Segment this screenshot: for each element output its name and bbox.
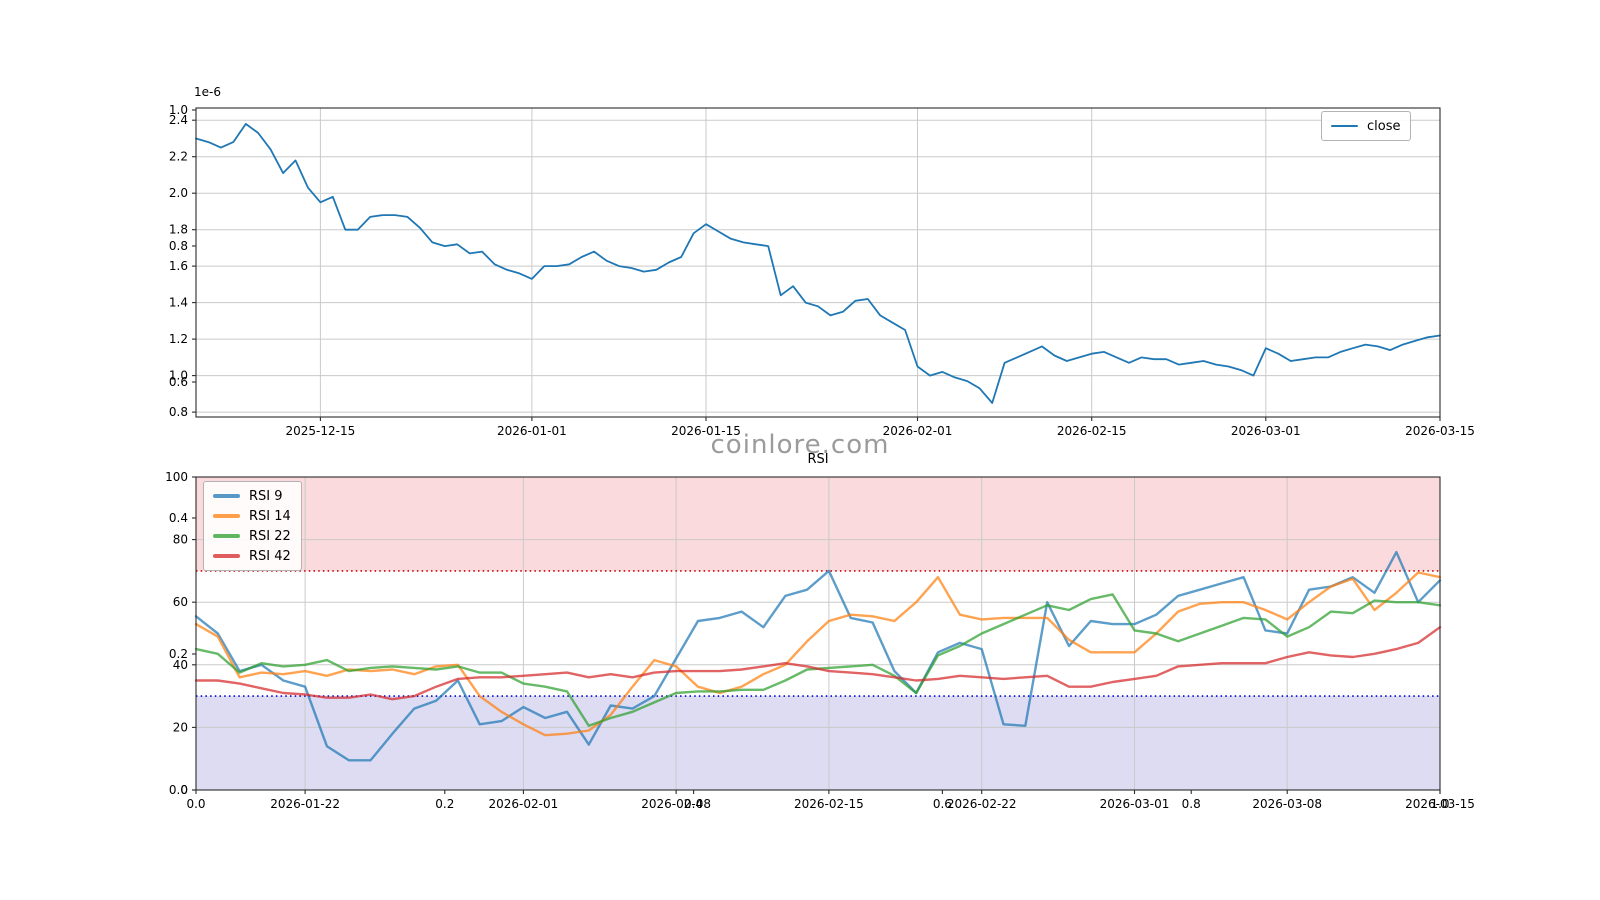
ghost-y-tick-label: 0.8	[169, 239, 188, 253]
ghost-y-tick-label: 0.4	[169, 511, 188, 525]
rsi-x-tick-label: 2026-02-01	[489, 797, 559, 811]
price-frame	[195, 107, 1441, 418]
legend-item: RSI 42	[213, 546, 291, 566]
ghost-axis-labels: 1.0 0.8 0.6 0.4 0.2 0.00.0 0.2 0.4 0.6 0.8 1.0	[169, 103, 1450, 811]
ghost-x-tick-label: 0.2	[435, 797, 454, 811]
rsi-y-tick-label: 80	[173, 533, 188, 547]
price-y-tick-label: 1.0	[169, 369, 188, 383]
overbought-band	[196, 477, 1440, 571]
legend-item: RSI 22	[213, 526, 291, 546]
legend-swatch	[213, 554, 240, 558]
rsi-legend: RSI 9 RSI 14 RSI 22 RSI 42	[203, 481, 302, 571]
legend-item: RSI 14	[213, 506, 291, 526]
rsi-y-tick-label: 20	[173, 720, 188, 734]
rsi-14-line	[194, 571, 1442, 737]
legend-item: close	[1331, 116, 1400, 136]
ghost-x-tick-label: 1.0	[1430, 797, 1449, 811]
rsi-42-line	[194, 626, 1442, 701]
legend-label: RSI 42	[249, 548, 291, 564]
legend-label: RSI 9	[249, 488, 283, 504]
rsi-x-tick-label: 2026-03-01	[1100, 797, 1170, 811]
ghost-y-tick-label: 0.6	[169, 375, 188, 389]
rsi-x-tick-label: 2026-03-08	[1252, 797, 1322, 811]
legend-swatch	[1331, 125, 1358, 127]
price-y-tick-label: 2.4	[169, 113, 188, 127]
close-line	[195, 123, 1441, 404]
rsi-y-tick-label: 0	[180, 783, 188, 797]
ghost-x-tick-label: 0.0	[186, 797, 205, 811]
price-y-tick-label: 2.0	[169, 186, 188, 200]
legend-swatch	[213, 534, 240, 538]
rsi-x-tick-labels: 2026-01-22 2026-02-01 2026-02-08 2026-02-15…	[270, 790, 1475, 811]
oversold-band	[196, 696, 1440, 790]
rsi-chart-title: RSI	[807, 452, 829, 467]
rsi-y-tick-label: 60	[173, 595, 188, 609]
price-y-tick-labels: 0.8 1.0 1.2 1.4 1.6 1.8 2.0 2.2 2.4	[169, 113, 196, 419]
ghost-y-tick-label: 1.0	[169, 103, 188, 117]
ghost-y-tick-label: 0.0	[169, 783, 188, 797]
price-x-tick-label: 2026-01-01	[497, 424, 567, 438]
rsi-x-tick-label: 2026-02-08	[641, 797, 711, 811]
legend-label: close	[1367, 118, 1401, 134]
ghost-y-tick-label: 0.2	[169, 647, 188, 661]
legend-swatch	[213, 514, 240, 518]
price-y-tick-label: 1.4	[169, 296, 188, 310]
price-x-tick-label: 2025-12-15	[286, 424, 356, 438]
price-grid	[196, 108, 1441, 417]
rsi-y-tick-label: 40	[173, 658, 188, 672]
price-x-tick-label: 2026-01-15	[671, 424, 741, 438]
legend-label: RSI 14	[249, 508, 291, 524]
ghost-x-tick-label: 0.4	[684, 797, 703, 811]
watermark: coinlore.com	[710, 430, 890, 460]
price-legend: close	[1321, 111, 1412, 141]
rsi-y-tick-labels: 0 20 40 60 80 100	[165, 470, 196, 797]
rsi-x-tick-label: 2026-02-15	[794, 797, 864, 811]
ghost-x-tick-label: 0.8	[1182, 797, 1201, 811]
rsi-y-tick-label: 100	[165, 470, 188, 484]
price-x-tick-label: 2026-03-15	[1405, 424, 1475, 438]
y-axis-offset-label: 1e-6	[194, 85, 221, 99]
price-y-tick-label: 1.2	[169, 332, 188, 346]
price-y-tick-label: 0.8	[169, 405, 188, 419]
price-x-tick-labels: 2025-12-15 2026-01-01 2026-01-15 2026-02-01…	[286, 417, 1475, 438]
legend-swatch	[213, 494, 240, 498]
price-x-tick-label: 2026-02-15	[1057, 424, 1127, 438]
legend-item: RSI 9	[213, 486, 291, 506]
rsi-x-tick-label: 2026-03-15	[1405, 797, 1475, 811]
rsi-x-tick-label: 2026-02-22	[947, 797, 1017, 811]
rsi-x-tick-label: 2026-01-22	[270, 797, 340, 811]
price-y-tick-label: 2.2	[169, 150, 188, 164]
price-y-tick-label: 1.8	[169, 223, 188, 237]
rsi-frame	[195, 476, 1441, 791]
legend-label: RSI 22	[249, 528, 291, 544]
price-x-tick-label: 2026-02-01	[883, 424, 953, 438]
ghost-x-tick-label: 0.6	[933, 797, 952, 811]
rsi-9-line	[194, 550, 1442, 762]
price-y-tick-label: 1.6	[169, 259, 188, 273]
price-x-tick-label: 2026-03-01	[1231, 424, 1301, 438]
